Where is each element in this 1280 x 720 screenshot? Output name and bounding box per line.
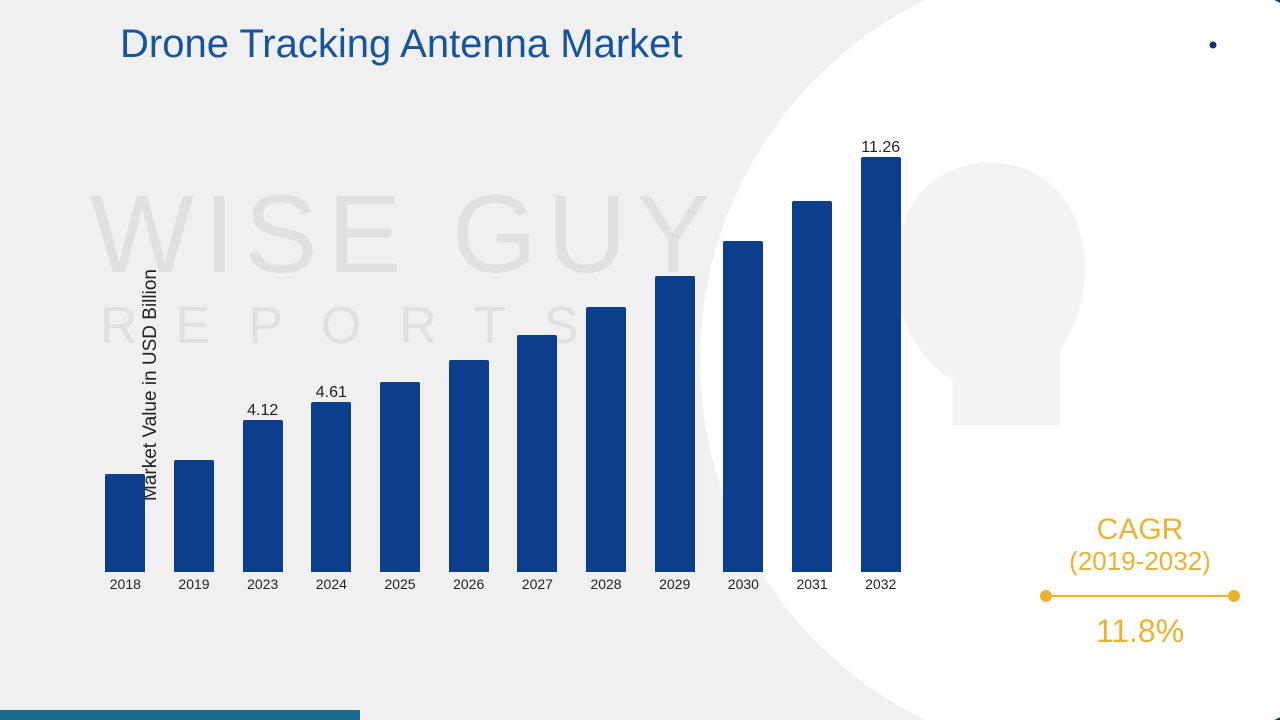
bar-value-label: 4.61 [316, 384, 347, 402]
x-tick-label: 2031 [778, 576, 847, 600]
plot-area: 4.124.6111.26 20182019202320242025202620… [91, 130, 915, 600]
bar [380, 382, 420, 572]
bar [792, 201, 832, 572]
bar-slot [778, 201, 847, 572]
chart-title: Drone Tracking Antenna Market [120, 22, 683, 67]
bar [105, 474, 145, 572]
bar-slot [91, 474, 160, 572]
cagr-block: CAGR (2019-2032) 11.8% [1045, 513, 1235, 650]
bar-slot: 4.61 [297, 402, 366, 572]
bar-value-label: 11.26 [861, 139, 900, 157]
x-tick-label: 2024 [297, 576, 366, 600]
bar-value-label: 4.12 [247, 402, 278, 420]
x-tick-label: 2026 [434, 576, 503, 600]
bar [517, 335, 557, 572]
logo-line1: WISE GUY [1008, 30, 1182, 60]
bar [243, 420, 283, 572]
bar-slot [503, 335, 572, 572]
bar-slot [640, 276, 709, 573]
bar-slot: 4.12 [228, 420, 297, 572]
bar [723, 241, 763, 573]
bar [449, 360, 489, 572]
x-axis-labels: 2018201920232024202520262027202820292030… [91, 576, 915, 600]
bar-slot: 11.26 [846, 157, 915, 572]
bar-chart: Market Value in USD Billion 4.124.6111.2… [45, 130, 915, 640]
bar [861, 157, 901, 572]
bars-container: 4.124.6111.26 [91, 130, 915, 572]
x-tick-label: 2025 [366, 576, 435, 600]
bar [586, 307, 626, 572]
bottom-accent-strip [0, 710, 360, 720]
x-tick-label: 2032 [846, 576, 915, 600]
bar-slot [434, 360, 503, 572]
bar [311, 402, 351, 572]
bar [655, 276, 695, 573]
cagr-divider [1045, 595, 1235, 597]
x-tick-label: 2030 [709, 576, 778, 600]
bar-slot [572, 307, 641, 572]
cagr-title: CAGR [1045, 513, 1235, 546]
cagr-value: 11.8% [1045, 613, 1235, 650]
x-tick-label: 2019 [160, 576, 229, 600]
x-tick-label: 2023 [228, 576, 297, 600]
x-tick-label: 2027 [503, 576, 572, 600]
logo-line2: REPORTS [1041, 60, 1178, 80]
cagr-period: (2019-2032) [1045, 546, 1235, 577]
bar-slot [709, 241, 778, 573]
page-root: WISE GUY REPORTS WISE GUY REPORTS [0, 0, 1280, 720]
x-tick-label: 2018 [91, 576, 160, 600]
x-tick-label: 2029 [640, 576, 709, 600]
logo-head-icon [1190, 20, 1250, 90]
brand-logo: WISE GUY REPORTS [1008, 20, 1250, 90]
x-tick-label: 2028 [572, 576, 641, 600]
bar [174, 460, 214, 572]
bar-slot [160, 460, 229, 572]
bar-slot [366, 382, 435, 572]
